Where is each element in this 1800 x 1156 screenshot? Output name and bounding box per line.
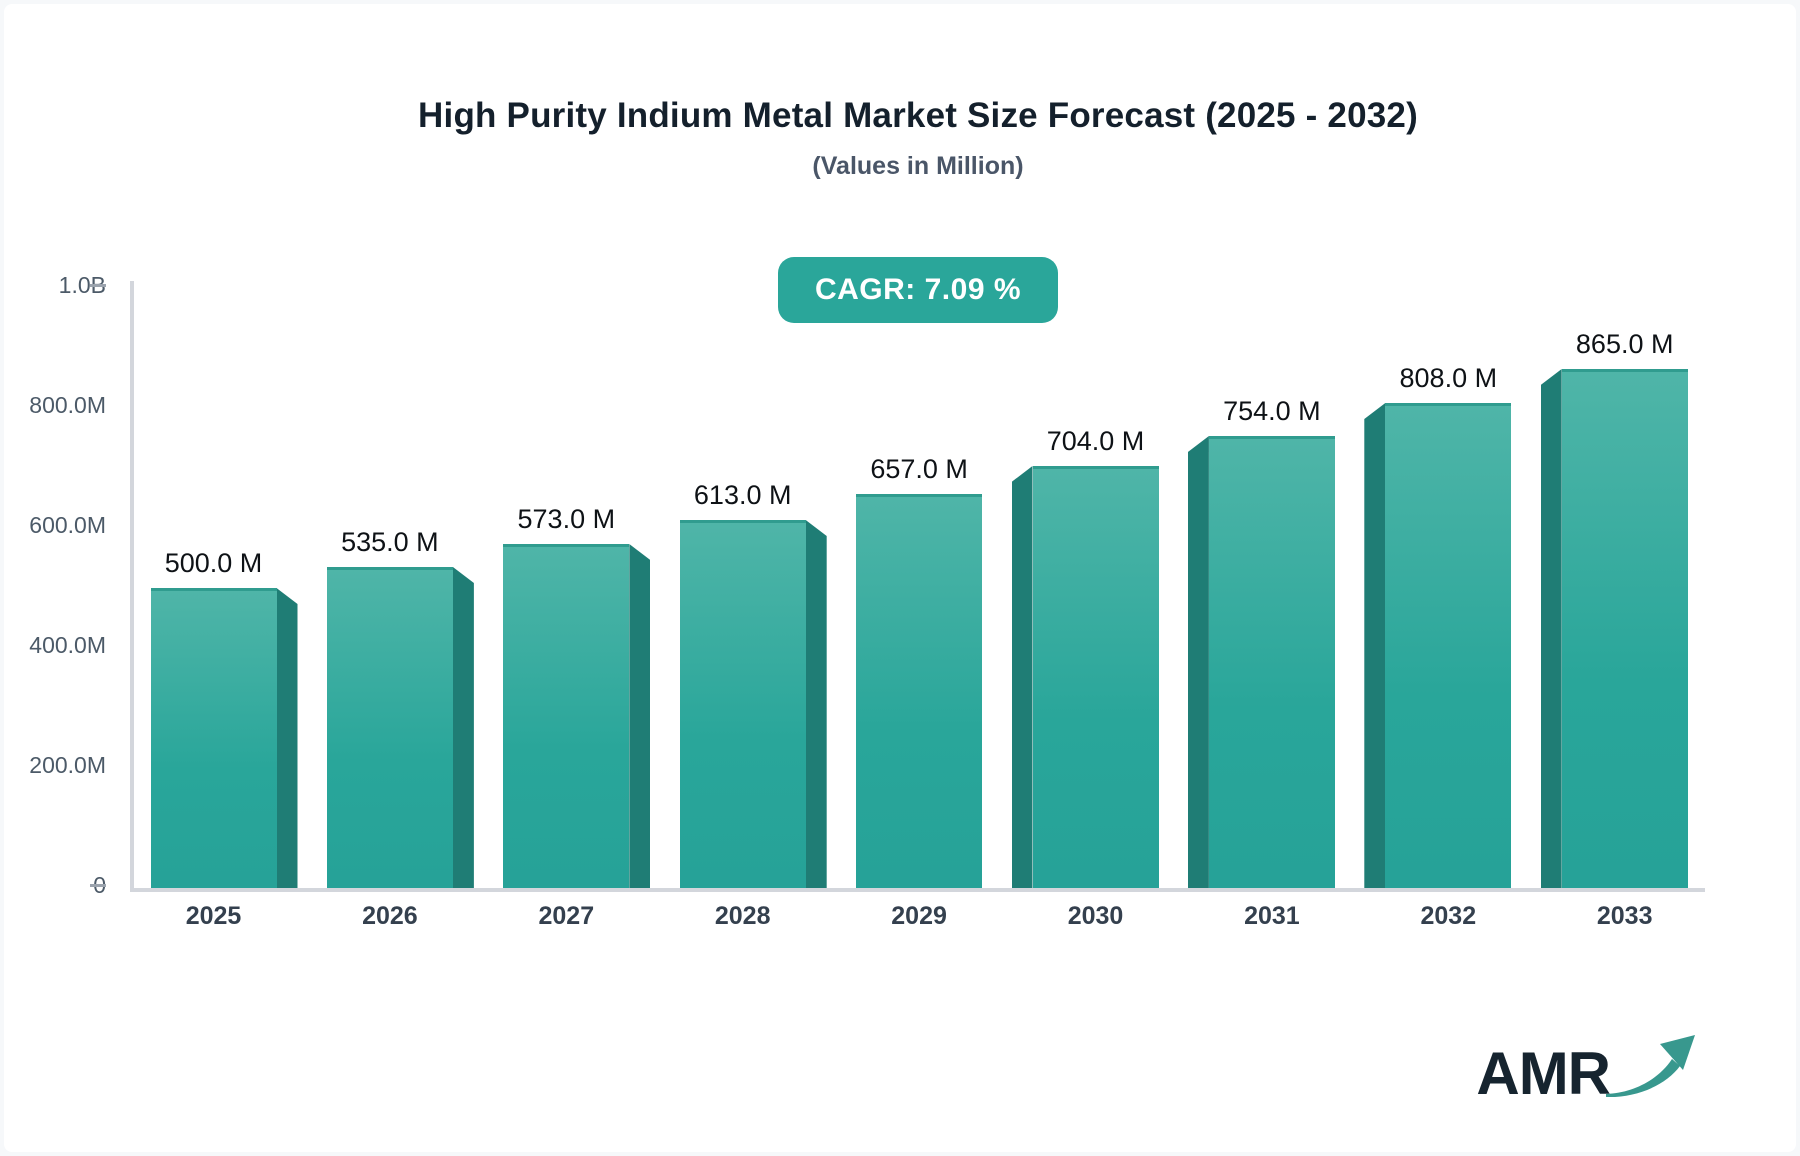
growth-arrow-icon [1606, 1035, 1695, 1098]
bar-value-label: 808.0 M [1399, 363, 1498, 393]
bar-2032 [1385, 403, 1512, 888]
bar-2033 [1561, 369, 1688, 888]
bar-value-label: 865.0 M [1575, 329, 1674, 359]
page-title: High Purity Indium Metal Market Size For… [418, 96, 1418, 135]
y-tick-label: 400.0M [29, 632, 106, 658]
bar-side-face [1187, 436, 1209, 888]
y-axis-line [130, 281, 134, 892]
x-tick-label: 2027 [538, 902, 595, 930]
bar-2031 [1208, 436, 1335, 888]
y-tick-mark [90, 284, 106, 287]
bar-side-face [1011, 466, 1033, 888]
y-tick-label: 800.0M [29, 392, 106, 418]
bar-side-face [1540, 369, 1562, 888]
x-tick-label: 2032 [1420, 902, 1477, 930]
x-axis-line [130, 888, 1705, 892]
bar-2029 [856, 494, 983, 888]
bar-side-face [276, 588, 298, 888]
bar-side-face [1364, 403, 1386, 888]
bar-value-label: 613.0 M [693, 480, 792, 510]
x-tick-label: 2033 [1596, 902, 1653, 930]
bar-side-face [452, 567, 474, 888]
bar-2027 [503, 544, 630, 888]
bar-side-face [629, 544, 651, 888]
x-tick-label: 2026 [362, 902, 418, 930]
bar-2028 [679, 520, 806, 888]
bar-value-label: 704.0 M [1046, 426, 1145, 456]
y-tick-label: 200.0M [29, 752, 106, 778]
y-tick-mark [90, 884, 106, 887]
bar-value-label: 754.0 M [1223, 396, 1321, 426]
amr-logo-text: AMR [1476, 1040, 1611, 1107]
x-tick-label: 2030 [1067, 902, 1124, 930]
x-tick-label: 2031 [1244, 902, 1300, 930]
bar-2025 [150, 588, 277, 888]
bar-2030 [1032, 466, 1159, 888]
chart-header: High Purity Indium Metal Market Size For… [132, 0, 1704, 323]
cagr-badge: CAGR: 7.09 % [777, 257, 1059, 323]
bar-2026 [326, 567, 453, 888]
bar-value-label: 500.0 M [164, 548, 263, 578]
bar-value-label: 535.0 M [341, 527, 439, 557]
bar-value-label: 573.0 M [517, 504, 616, 534]
x-tick-label: 2028 [714, 902, 771, 930]
x-tick-label: 2025 [185, 902, 242, 930]
bar-side-face [805, 520, 827, 888]
x-tick-label: 2029 [891, 902, 947, 930]
bar-value-label: 657.0 M [870, 454, 968, 484]
page-subtitle: (Values in Million) [812, 152, 1024, 180]
amr-logo: AMR [1476, 1032, 1696, 1104]
y-tick-label: 600.0M [29, 512, 106, 538]
